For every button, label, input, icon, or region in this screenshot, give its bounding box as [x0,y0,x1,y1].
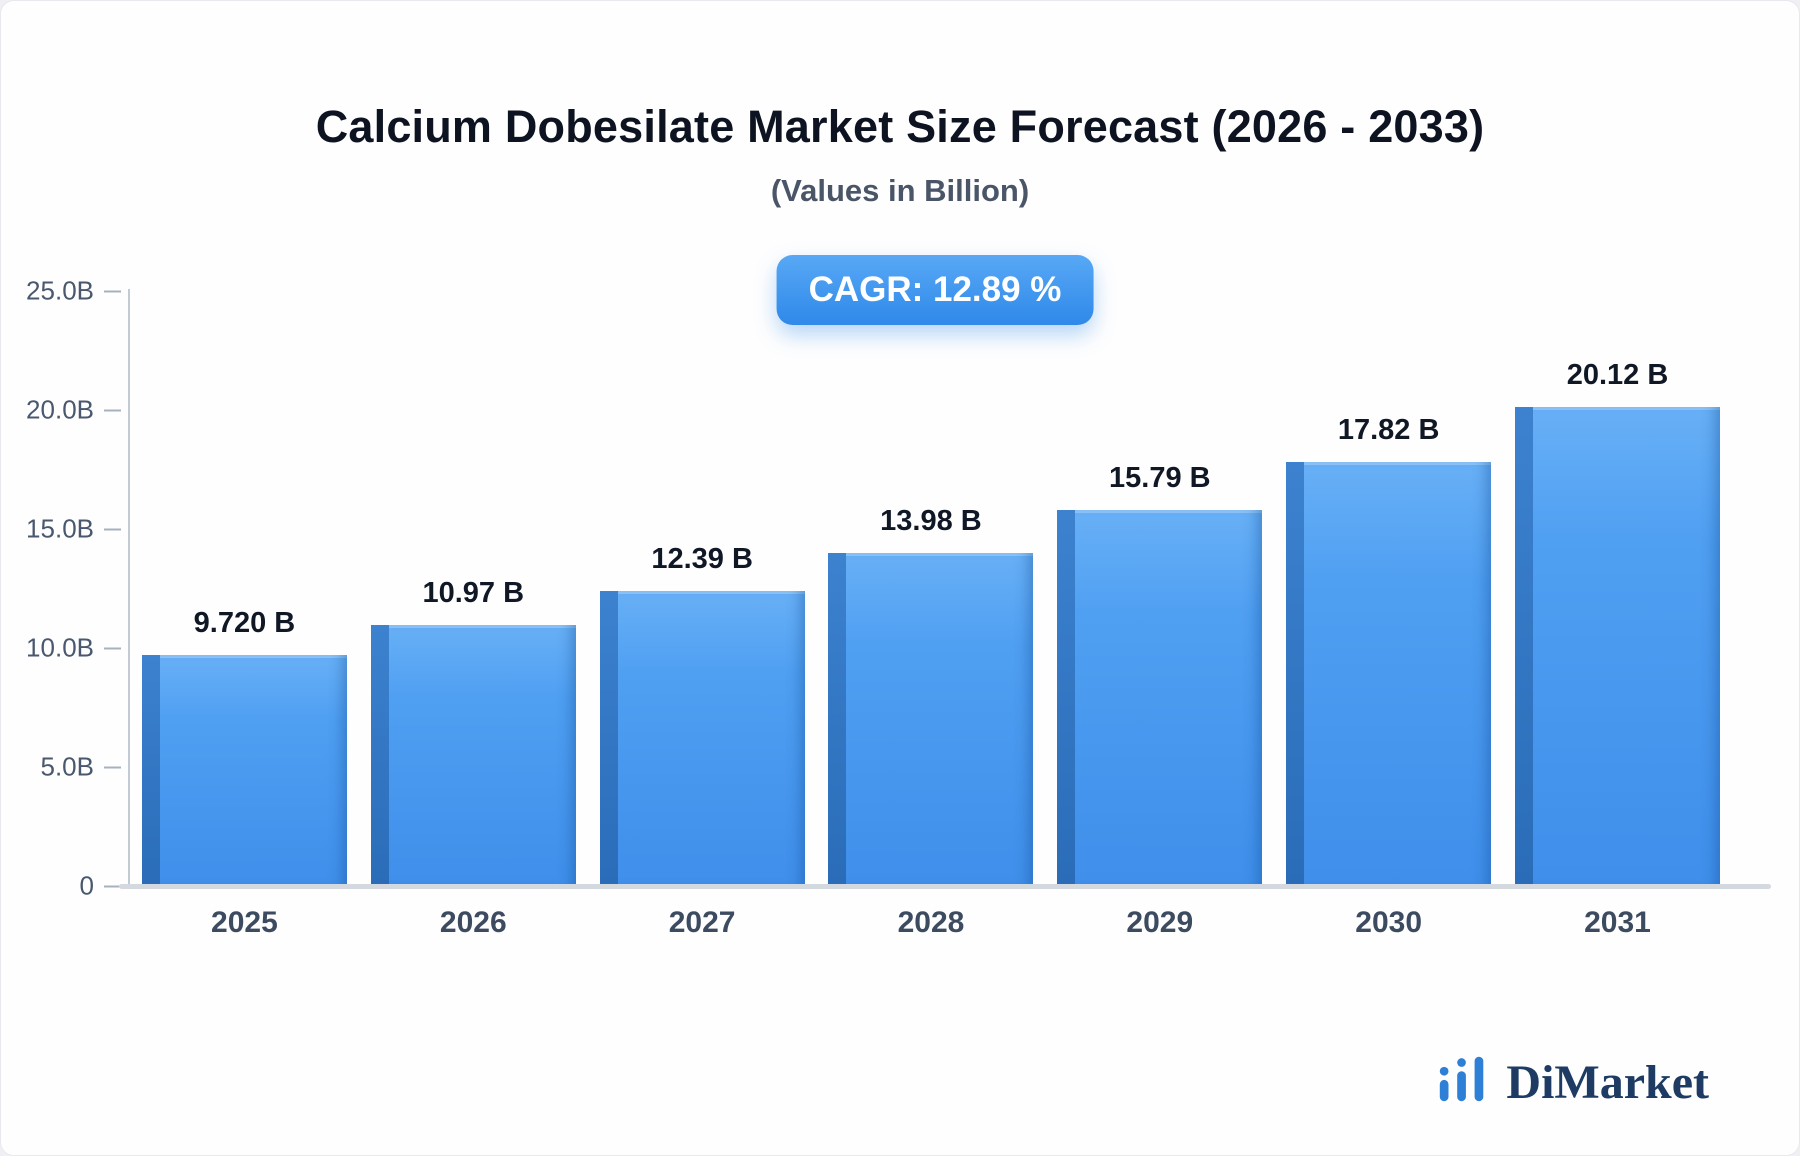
cagr-badge-label: CAGR: 12.89 % [808,270,1062,309]
y-tick: 0 [80,871,121,902]
y-tick-mark [104,885,121,887]
x-axis-line [119,884,1771,889]
bar-front-face [1304,461,1492,886]
bar-front-face [1532,407,1720,886]
chart-subtitle: (Values in Billion) [770,173,1030,208]
y-tick-label: 20.0B [26,394,94,425]
bar: 12.39 B [599,543,805,886]
bar-side-face [828,553,847,886]
bar-value-label: 17.82 B [1337,413,1440,446]
y-tick: 5.0B [40,751,121,783]
x-axis-label: 2029 [1126,906,1194,939]
bar-side-face [1514,407,1533,886]
bar-side-face [141,654,160,886]
bar-value-label: 10.97 B [422,576,525,609]
y-tick-mark [104,528,121,530]
y-tick: 20.0B [26,395,121,426]
bar: 13.98 B [828,505,1034,886]
bar: 20.12 B [1514,359,1720,886]
bar-front-face [159,654,347,886]
bar-value-label: 15.79 B [1109,462,1211,495]
bar: 9.720 B [141,607,347,886]
y-axis-line [128,289,130,886]
chart-title: Calcium Dobesilate Market Size Forecast … [315,101,1485,152]
x-axis-label: 2025 [211,906,278,939]
y-axis: 25.0B 20.0B 15.0B 10.0B 5.0B 0 [19,276,121,901]
x-axis-label: 2028 [897,906,965,939]
y-tick-label: 15.0B [26,513,94,544]
bar: 17.82 B [1286,414,1492,886]
bar-front-face [617,591,805,886]
brand-name: DiMarket [1506,1056,1709,1109]
x-axis-label: 2027 [668,906,736,939]
bar-side-face [1057,510,1076,886]
y-tick-label: 5.0B [40,751,95,782]
bar-front-face [388,624,576,886]
bar: 10.97 B [370,577,576,886]
bar-value-label: 12.39 B [651,543,753,576]
bar-front-face [1075,510,1263,886]
x-axis-label: 2031 [1584,906,1651,939]
x-axis-label: 2026 [439,906,507,939]
x-axis-label: 2030 [1355,906,1423,939]
bar-front-face [846,553,1034,886]
bar-side-face [370,624,389,886]
x-axis-labels: 2025 2026 2027 2028 2029 2030 2031 [130,906,1732,940]
y-tick-mark [104,409,121,411]
y-tick: 10.0B [26,633,121,664]
brand-logo: DiMarket [1434,1049,1709,1107]
bar-side-face [599,591,618,886]
y-tick-label: 10.0B [26,632,94,663]
bar: 15.79 B [1057,462,1263,886]
y-tick: 15.0B [26,514,121,545]
y-tick-mark [104,647,121,649]
bar-chart-logo-icon [1440,1056,1484,1102]
bar-value-label: 20.12 B [1566,359,1669,392]
cagr-badge: CAGR: 12.89 % [776,255,1094,325]
y-tick: 25.0B [26,276,121,307]
y-tick-mark [104,766,121,768]
y-tick-label: 25.0B [26,275,94,306]
plot-area: 9.720 B 10.97 B 12.39 B 13.98 B 15.79 B 17.82… [130,291,1732,886]
y-tick-mark [104,290,121,292]
bar-side-face [1286,461,1305,886]
bar-value-label: 13.98 B [880,505,982,538]
y-tick-label: 0 [79,870,94,901]
bar-value-label: 9.720 B [193,606,296,639]
